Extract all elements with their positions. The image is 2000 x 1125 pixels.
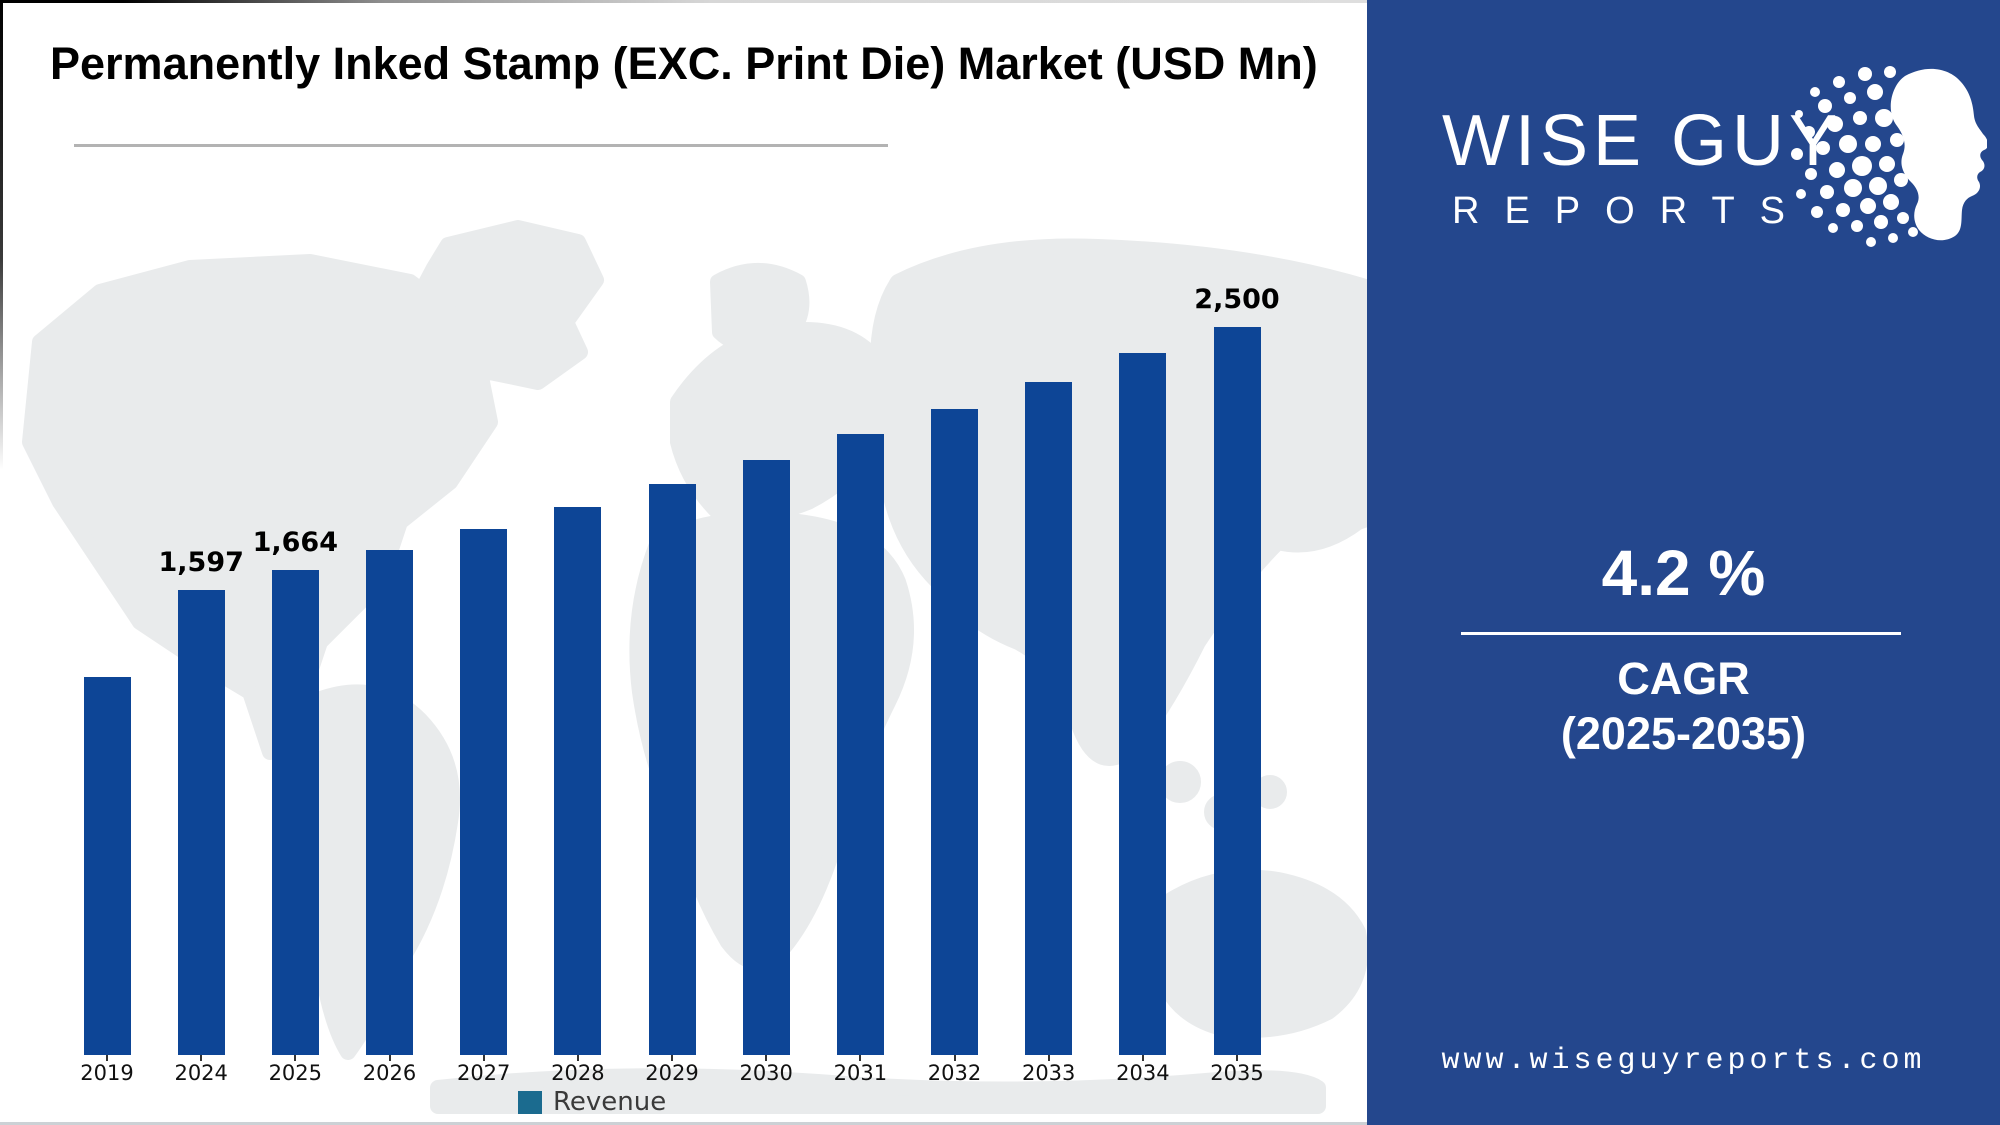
x-label-2024: 2024 [174,1061,228,1085]
x-tick-2028 [576,1055,579,1061]
bar-2027 [460,529,508,1055]
bar-2028 [554,507,602,1055]
top-edge-line [0,0,1367,3]
bar-2033 [1025,382,1073,1055]
sidebar: WISE GUY REPORTS [1367,0,2000,1125]
bar-2031 [836,434,884,1055]
cagr-divider [1461,632,1901,635]
bar-chart: 2019 2024 1,597 2025 1,664 2026 2027 2028 2029 20… [80,284,1280,1085]
x-tick-2034 [1141,1055,1144,1061]
dotted-head-icon [1791,66,1987,247]
bar-value-label-2024: 1,597 [158,547,244,578]
chart-title: Permanently Inked Stamp (EXC. Print Die)… [50,38,1318,89]
x-tick-2025 [294,1055,297,1061]
logo-reports-text: REPORTS [1452,190,1811,232]
x-tick-2031 [859,1055,862,1061]
title-underline [74,144,888,147]
bar-2026 [366,550,413,1055]
cagr-label-line1: CAGR [1617,653,1750,704]
x-label-2025: 2025 [268,1061,323,1085]
website-link[interactable]: www.wiseguyreports.com [1441,1044,1926,1078]
x-tick-2026 [388,1055,391,1061]
x-label-2019: 2019 [80,1061,134,1085]
x-label-2035: 2035 [1210,1061,1264,1085]
bottom-edge-line [0,1122,1367,1125]
cagr-value: 4.2 % [1601,537,1766,609]
left-edge-line [0,0,3,470]
legend-swatch-revenue [518,1090,542,1114]
bar-2024 [177,590,225,1055]
bar-2035 [1213,327,1261,1055]
bar-2034 [1119,353,1167,1055]
x-tick-2030 [765,1055,768,1061]
x-label-2027: 2027 [456,1061,511,1085]
legend-label-revenue: Revenue [553,1087,667,1117]
bar-2030 [742,460,790,1055]
bar-value-label-2025: 1,664 [252,527,338,558]
x-tick-2032 [953,1055,956,1061]
x-label-2030: 2030 [739,1061,793,1085]
cagr-label-line2: (2025-2035) [1560,707,1807,759]
x-label-2028: 2028 [551,1061,605,1085]
bar-2029 [648,484,696,1055]
x-tick-2024 [200,1055,203,1061]
x-tick-2033 [1047,1055,1050,1061]
x-tick-2035 [1236,1055,1238,1061]
bar-2019 [83,677,131,1055]
cagr-label: CAGR (2025-2035) [1367,652,2000,762]
bar-2032 [931,409,978,1055]
x-label-2026: 2026 [362,1061,417,1085]
x-tick-2019 [106,1055,108,1061]
x-label-2034: 2034 [1116,1061,1170,1085]
x-tick-2029 [671,1055,673,1061]
x-label-2031: 2031 [833,1061,888,1085]
bar-2025 [271,570,319,1055]
x-label-2032: 2032 [927,1061,982,1085]
legend: Revenue [518,1087,666,1117]
logo-wiseguy-text: WISE GUY [1442,101,1843,181]
bar-value-label-2035: 2,500 [1194,284,1280,315]
x-label-2033: 2033 [1021,1061,1076,1085]
x-tick-2027 [482,1055,485,1061]
x-label-2029: 2029 [645,1061,699,1085]
